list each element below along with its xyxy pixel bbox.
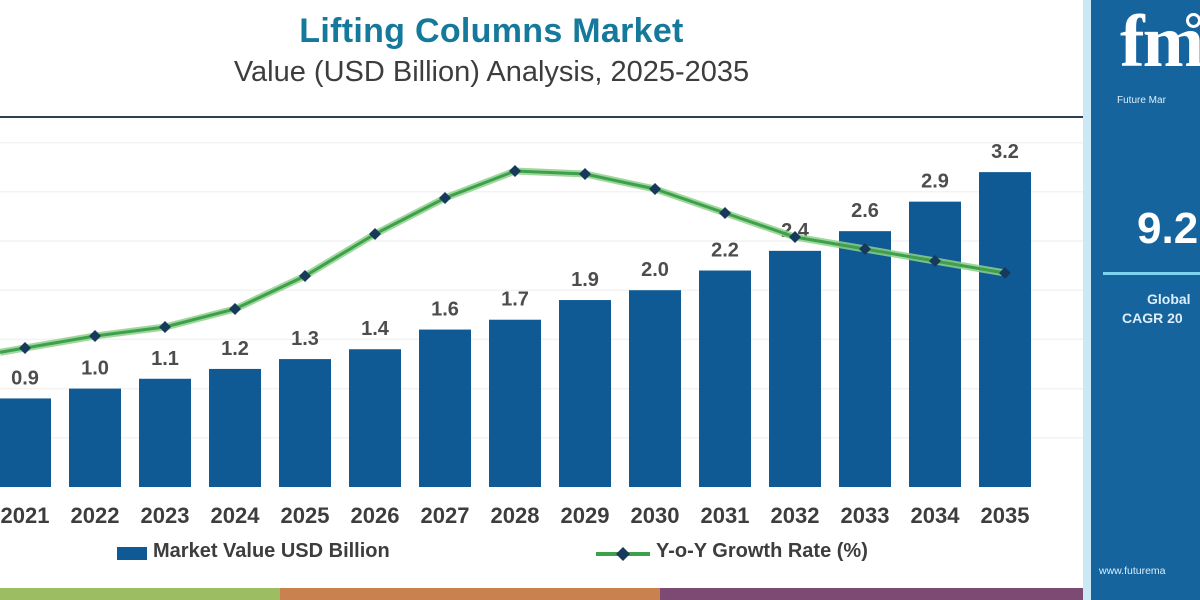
fmi-logo: fmi <box>1120 1 1200 83</box>
x-axis-label-2035: 2035 <box>981 503 1030 528</box>
growth-marker-2030 <box>649 183 661 195</box>
x-axis-label-2025: 2025 <box>281 503 330 528</box>
bar-value-label-2030: 2.0 <box>641 259 669 281</box>
bar-value-label-2024: 1.2 <box>221 338 249 360</box>
chart-title: Lifting Columns Market <box>299 12 684 50</box>
chart-subtitle: Value (USD Billion) Analysis, 2025-2035 <box>233 56 750 88</box>
bar-2023 <box>139 378 191 487</box>
growth-marker-2031 <box>719 207 731 219</box>
growth-marker-2028 <box>509 165 521 177</box>
bar-2029 <box>559 300 611 487</box>
cagr-caption-line2: CAGR 20 <box>1122 310 1183 326</box>
x-axis-label-2027: 2027 <box>421 503 470 528</box>
bar-value-label-2029: 1.9 <box>571 269 599 291</box>
x-axis-label-2033: 2033 <box>841 503 890 528</box>
bar-2034 <box>909 201 961 487</box>
bar-value-label-2022: 1.0 <box>81 358 109 380</box>
bar-2026 <box>349 349 401 487</box>
x-axis-label-2031: 2031 <box>701 503 750 528</box>
x-axis-label-2024: 2024 <box>211 503 261 528</box>
legend-line-marker-icon <box>596 546 650 562</box>
x-axis-label-2032: 2032 <box>771 503 820 528</box>
x-axis-label-2023: 2023 <box>141 503 190 528</box>
bar-2031 <box>699 270 751 487</box>
legend-bar-label: Market Value USD Billion <box>153 540 390 562</box>
bar-value-label-2031: 2.2 <box>711 240 739 262</box>
legend-line-label: Y-o-Y Growth Rate (%) <box>656 540 868 562</box>
growth-marker-2032 <box>789 231 801 243</box>
x-axis-label-2034: 2034 <box>911 503 961 528</box>
bar-2028 <box>489 319 541 487</box>
bar-2021 <box>0 398 51 487</box>
bar-2030 <box>629 290 681 487</box>
bar-value-label-2021: 0.9 <box>11 367 39 389</box>
bottom-strip-purple <box>660 588 1083 600</box>
legend-bar-swatch <box>117 547 147 560</box>
growth-marker-2034 <box>929 255 941 267</box>
bar-2035 <box>979 172 1031 487</box>
growth-marker-2023 <box>159 321 171 333</box>
growth-marker-2033 <box>859 243 871 255</box>
bottom-strip-green <box>0 588 280 600</box>
fmi-logo-subtext: Future Mar <box>1117 95 1166 106</box>
bottom-strip-orange <box>280 588 660 600</box>
bar-value-label-2025: 1.3 <box>291 328 319 350</box>
cagr-caption-line1: Global <box>1147 291 1191 307</box>
growth-marker-2024 <box>229 303 241 315</box>
bar-2022 <box>69 388 121 487</box>
x-axis-label-2022: 2022 <box>71 503 120 528</box>
sidebar-gap-strip <box>1083 0 1091 600</box>
growth-marker-2022 <box>89 330 101 342</box>
bar-value-label-2033: 2.6 <box>851 200 879 222</box>
growth-marker-2027 <box>439 192 451 204</box>
growth-line <box>0 169 1006 354</box>
bar-2032 <box>769 250 821 487</box>
bar-value-label-2028: 1.7 <box>501 289 529 311</box>
x-axis-label-2028: 2028 <box>491 503 540 528</box>
bar-2027 <box>419 329 471 487</box>
bar-value-label-2034: 2.9 <box>921 171 949 193</box>
fmi-logo-ring-icon <box>1186 13 1200 28</box>
bar-value-label-2026: 1.4 <box>361 318 390 340</box>
x-axis-label-2029: 2029 <box>561 503 610 528</box>
bar-2033 <box>839 231 891 487</box>
x-axis-label-2030: 2030 <box>631 503 680 528</box>
growth-marker-2026 <box>369 228 381 240</box>
chart-top-border <box>0 116 1087 118</box>
growth-marker-2035 <box>999 267 1011 279</box>
sidebar-website: www.futurema <box>1099 565 1166 577</box>
growth-marker-2029 <box>579 168 591 180</box>
growth-marker-2025 <box>299 270 311 282</box>
bar-value-label-2035: 3.2 <box>991 141 1019 163</box>
growth-marker-2021 <box>19 342 31 354</box>
bar-2025 <box>279 359 331 487</box>
cagr-divider <box>1103 272 1200 275</box>
cagr-value: 9.2 <box>1137 204 1199 253</box>
brand-sidebar: fmi Future Mar 9.2 Global CAGR 20 www.fu… <box>1091 0 1200 600</box>
market-chart: 0.9 2021 1.0 2022 1.1 2023 1.2 2024 1.3 2025 1.4 20… <box>0 141 1083 528</box>
bar-value-label-2027: 1.6 <box>431 299 459 321</box>
bar-2024 <box>209 368 261 487</box>
x-axis-label-2026: 2026 <box>351 503 400 528</box>
x-axis-label-2021: 2021 <box>1 503 50 528</box>
bar-value-label-2023: 1.1 <box>151 348 179 370</box>
